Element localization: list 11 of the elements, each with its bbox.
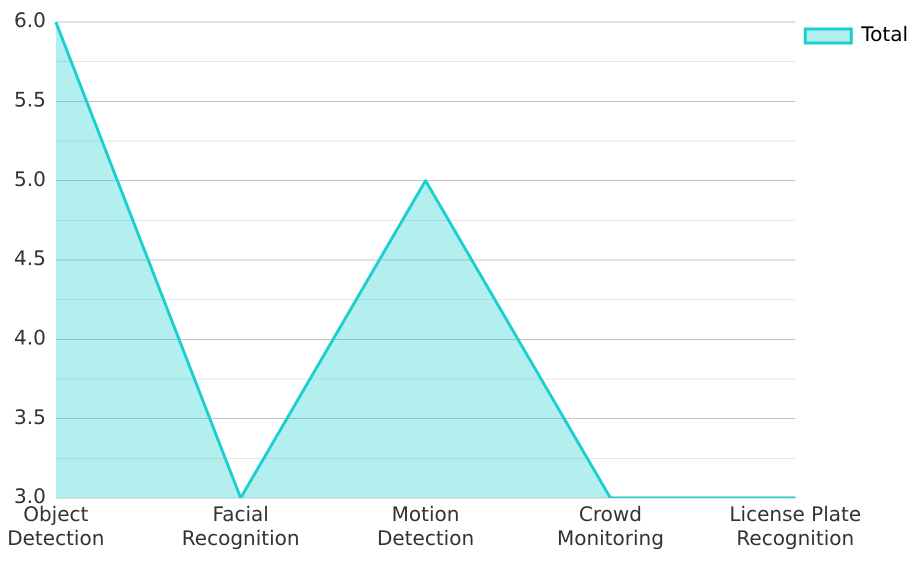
x-tick-label: License Plate Recognition <box>729 502 862 550</box>
x-tick-label: Crowd Monitoring <box>556 502 664 550</box>
y-tick-label: 3.5 <box>14 404 46 429</box>
y-tick-label: 4.5 <box>14 246 46 270</box>
y-tick-label: 6.0 <box>14 8 46 32</box>
y-tick-label: 5.5 <box>14 88 46 112</box>
legend-label: Total <box>860 22 908 46</box>
x-tick-label: Facial Recognition <box>182 502 300 550</box>
y-tick-label: 5.0 <box>14 166 46 191</box>
x-tick-label: Motion Detection <box>376 502 474 550</box>
y-tick-label: 4.0 <box>14 326 46 350</box>
